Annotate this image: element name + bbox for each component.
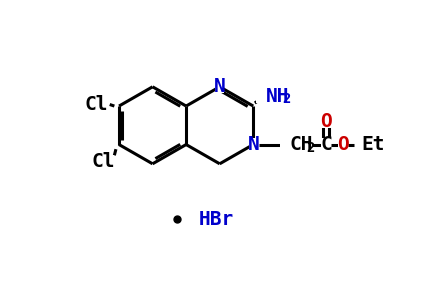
Text: C: C xyxy=(320,135,331,154)
Text: O: O xyxy=(337,135,348,154)
Text: HBr: HBr xyxy=(199,210,234,229)
Bar xyxy=(215,81,224,93)
Text: Cl: Cl xyxy=(84,95,107,114)
Text: 2: 2 xyxy=(306,141,314,155)
Bar xyxy=(337,138,347,151)
Bar xyxy=(321,138,330,151)
Bar xyxy=(354,138,371,151)
Bar xyxy=(280,138,306,151)
Text: Cl: Cl xyxy=(92,152,115,171)
Bar xyxy=(320,115,331,128)
Bar xyxy=(248,138,257,151)
Text: N: N xyxy=(213,77,225,96)
Text: Et: Et xyxy=(361,135,384,154)
Text: CH: CH xyxy=(289,135,312,154)
Text: O: O xyxy=(320,112,331,131)
Bar xyxy=(93,155,113,168)
Text: NH: NH xyxy=(265,87,288,106)
Text: N: N xyxy=(247,135,259,154)
Bar xyxy=(86,98,106,111)
Text: 2: 2 xyxy=(282,92,291,106)
Bar xyxy=(255,91,281,103)
